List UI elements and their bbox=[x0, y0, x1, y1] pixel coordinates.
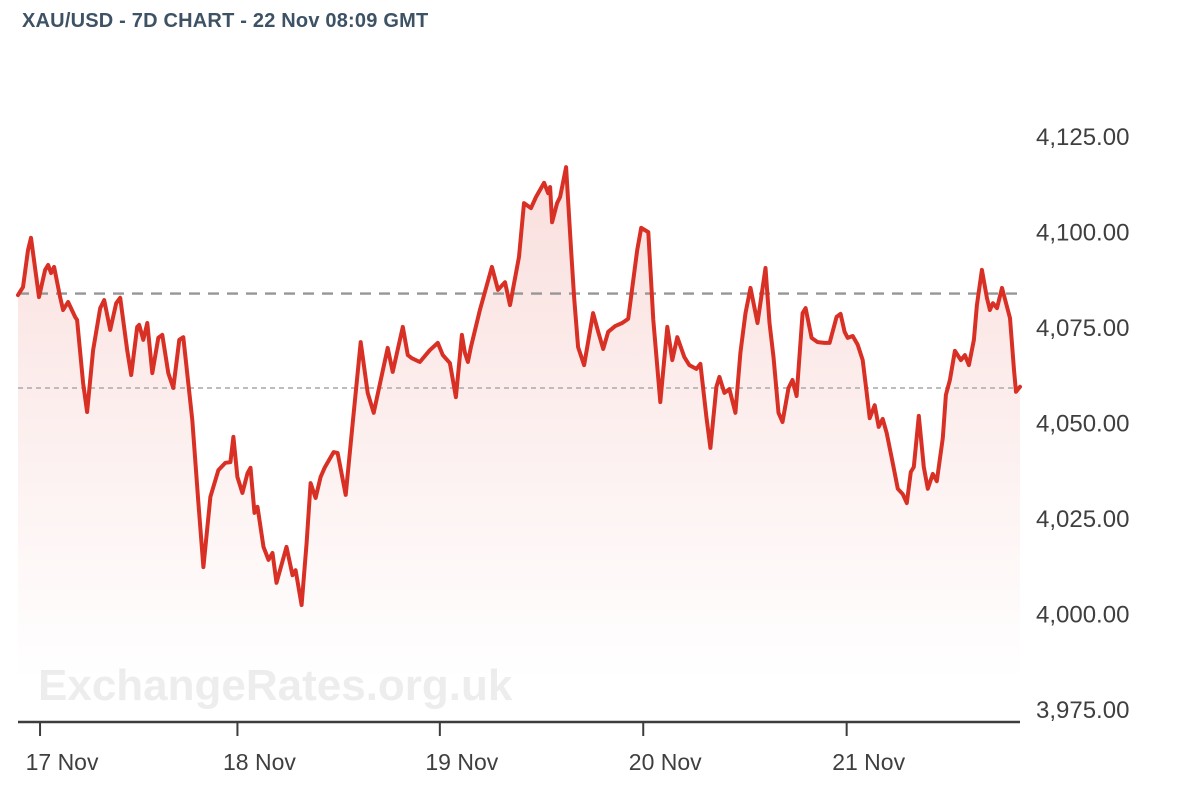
reference-lines bbox=[18, 292, 1020, 389]
y-tick-label: 4,000.00 bbox=[1036, 602, 1129, 629]
y-tick-label: 4,125.00 bbox=[1036, 124, 1129, 151]
y-tick-label: 4,050.00 bbox=[1036, 411, 1129, 438]
price-line bbox=[16, 165, 1022, 607]
chart-title: XAU/USD - 7D CHART - 22 Nov 08:09 GMT bbox=[22, 10, 429, 32]
y-tick-label: 4,100.00 bbox=[1036, 220, 1129, 247]
x-axis: 17 Nov 18 Nov 19 Nov 20 Nov 21 Nov bbox=[18, 720, 1020, 775]
x-tick-label: 19 Nov bbox=[425, 749, 498, 775]
y-tick-label: 4,075.00 bbox=[1036, 315, 1129, 342]
x-tick-label: 18 Nov bbox=[223, 749, 296, 775]
area-fill bbox=[18, 167, 1020, 721]
x-tick-label: 21 Nov bbox=[832, 749, 905, 775]
price-line-path bbox=[16, 165, 1022, 607]
y-tick-label: 3,975.00 bbox=[1036, 697, 1129, 724]
area-fill-path bbox=[18, 167, 1020, 721]
y-tick-label: 4,025.00 bbox=[1036, 506, 1129, 533]
x-tick-label: 17 Nov bbox=[26, 749, 99, 775]
y-axis-labels: 4,125.00 4,100.00 4,075.00 4,050.00 4,025.00… bbox=[1036, 124, 1129, 724]
x-tick-label: 20 Nov bbox=[629, 749, 702, 775]
